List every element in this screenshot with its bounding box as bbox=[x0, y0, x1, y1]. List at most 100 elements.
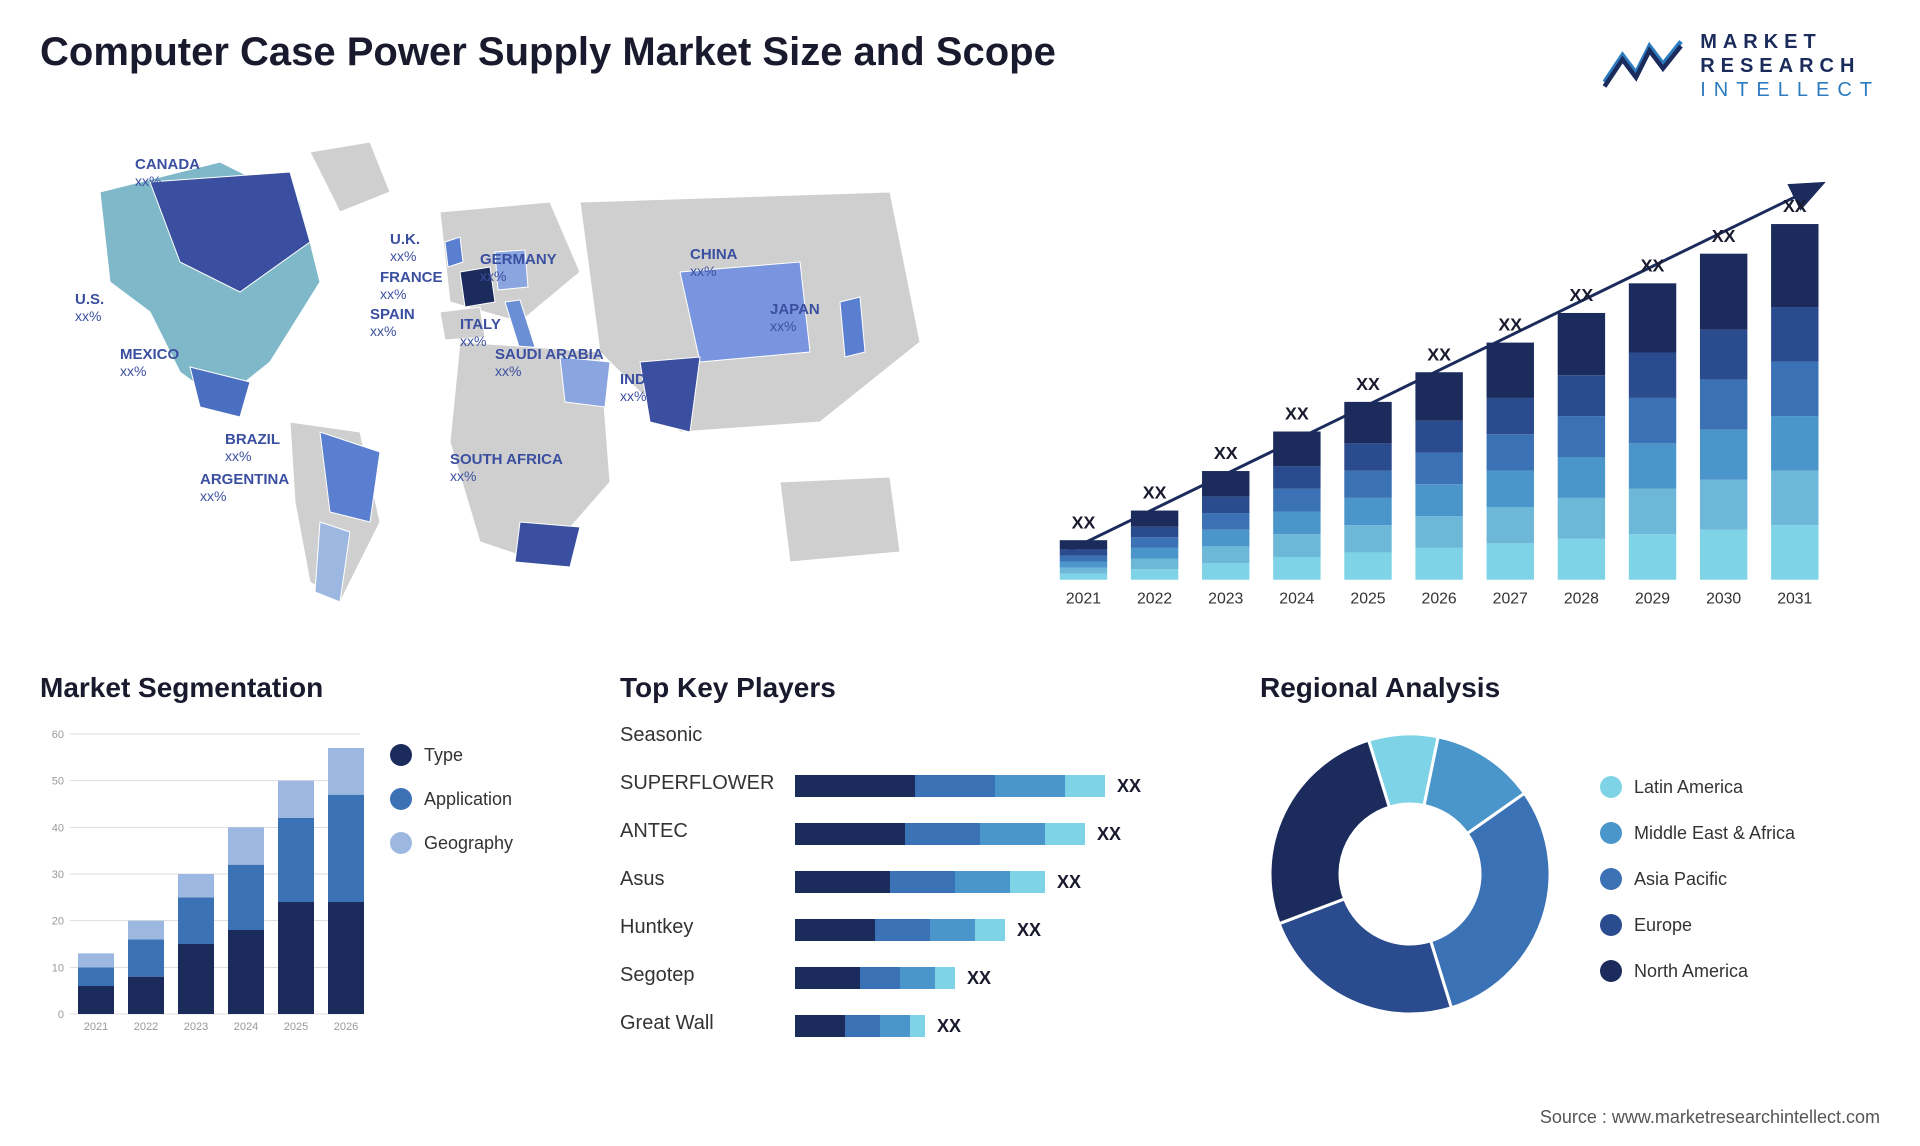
legend-label: Asia Pacific bbox=[1634, 869, 1727, 890]
legend-dot-icon bbox=[1600, 868, 1622, 890]
regional-title: Regional Analysis bbox=[1260, 672, 1880, 704]
logo-text-3: INTELLECT bbox=[1700, 78, 1880, 102]
svg-text:2022: 2022 bbox=[134, 1021, 158, 1033]
player-value: XX bbox=[1017, 920, 1041, 941]
segmentation-panel: Market Segmentation 01020304050602021202… bbox=[40, 672, 580, 1072]
players-bars: XX XX XX XX XX XX bbox=[795, 724, 1220, 1040]
segmentation-title: Market Segmentation bbox=[40, 672, 580, 704]
svg-text:2021: 2021 bbox=[1066, 590, 1101, 607]
player-row: XX bbox=[795, 964, 1220, 992]
svg-text:50: 50 bbox=[52, 776, 64, 788]
brand-logo: MARKET RESEARCH INTELLECT bbox=[1600, 30, 1880, 102]
legend-label: Application bbox=[424, 789, 512, 810]
map-label-canada: CANADAxx% bbox=[135, 157, 200, 189]
map-label-mexico: MEXICOxx% bbox=[120, 347, 179, 379]
svg-text:XX: XX bbox=[1570, 285, 1594, 305]
player-row: XX bbox=[795, 772, 1220, 800]
map-label-brazil: BRAZILxx% bbox=[225, 432, 280, 464]
legend-dot-icon bbox=[1600, 822, 1622, 844]
player-row: XX bbox=[795, 916, 1220, 944]
map-label-india: INDIAxx% bbox=[620, 372, 661, 404]
svg-text:XX: XX bbox=[1712, 226, 1736, 246]
svg-text:XX: XX bbox=[1427, 344, 1451, 364]
svg-text:2027: 2027 bbox=[1493, 590, 1528, 607]
player-value: XX bbox=[937, 1016, 961, 1037]
player-row bbox=[795, 724, 1220, 752]
player-value: XX bbox=[1117, 776, 1141, 797]
svg-text:2021: 2021 bbox=[84, 1021, 108, 1033]
map-label-saudi-arabia: SAUDI ARABIAxx% bbox=[495, 347, 604, 379]
region-legend-latin-america: Latin America bbox=[1600, 776, 1880, 798]
growth-chart-svg: XX2021XX2022XX2023XX2024XX2025XX2026XX20… bbox=[1040, 142, 1860, 642]
player-name-huntkey: Huntkey bbox=[620, 916, 780, 944]
logo-text-2: RESEARCH bbox=[1700, 54, 1880, 78]
legend-dot-icon bbox=[390, 832, 412, 854]
svg-text:2026: 2026 bbox=[334, 1021, 358, 1033]
svg-text:10: 10 bbox=[52, 962, 64, 974]
svg-text:2023: 2023 bbox=[1208, 590, 1243, 607]
player-name-superflower: SUPERFLOWER bbox=[620, 772, 780, 800]
players-title: Top Key Players bbox=[620, 672, 1220, 704]
seg-legend-type: Type bbox=[390, 744, 580, 766]
legend-dot-icon bbox=[1600, 914, 1622, 936]
player-value: XX bbox=[1097, 824, 1121, 845]
svg-text:2023: 2023 bbox=[184, 1021, 208, 1033]
legend-dot-icon bbox=[390, 744, 412, 766]
legend-dot-icon bbox=[1600, 776, 1622, 798]
segmentation-chart-svg: 0102030405060202120222023202420252026 bbox=[40, 724, 370, 1044]
svg-text:XX: XX bbox=[1072, 512, 1096, 532]
player-value: XX bbox=[967, 968, 991, 989]
svg-text:2025: 2025 bbox=[284, 1021, 308, 1033]
svg-text:0: 0 bbox=[58, 1009, 64, 1021]
svg-text:XX: XX bbox=[1285, 404, 1309, 424]
page-title: Computer Case Power Supply Market Size a… bbox=[40, 30, 1056, 75]
seg-legend-application: Application bbox=[390, 788, 580, 810]
donut-chart-svg bbox=[1260, 724, 1560, 1024]
svg-text:XX: XX bbox=[1498, 315, 1522, 335]
map-label-france: FRANCExx% bbox=[380, 270, 443, 302]
logo-text-1: MARKET bbox=[1700, 30, 1880, 54]
svg-text:XX: XX bbox=[1783, 196, 1807, 216]
map-label-u-k-: U.K.xx% bbox=[390, 232, 420, 264]
players-names: SeasonicSUPERFLOWERANTECAsusHuntkeySegot… bbox=[620, 724, 780, 1040]
legend-label: Middle East & Africa bbox=[1634, 823, 1795, 844]
legend-label: Europe bbox=[1634, 915, 1692, 936]
svg-text:2030: 2030 bbox=[1706, 590, 1741, 607]
map-label-spain: SPAINxx% bbox=[370, 307, 415, 339]
regional-legend: Latin America Middle East & Africa Asia Pa… bbox=[1600, 776, 1880, 982]
player-value: XX bbox=[1057, 872, 1081, 893]
svg-text:2025: 2025 bbox=[1350, 590, 1385, 607]
segmentation-legend: Type Application Geography bbox=[390, 724, 580, 1072]
svg-text:20: 20 bbox=[52, 916, 64, 928]
legend-label: Geography bbox=[424, 833, 513, 854]
svg-text:XX: XX bbox=[1143, 483, 1167, 503]
players-panel: Top Key Players SeasonicSUPERFLOWERANTEC… bbox=[620, 672, 1220, 1072]
map-label-germany: GERMANYxx% bbox=[480, 252, 557, 284]
logo-mark-icon bbox=[1600, 34, 1690, 99]
legend-dot-icon bbox=[1600, 960, 1622, 982]
legend-label: Latin America bbox=[1634, 777, 1743, 798]
region-legend-asia-pacific: Asia Pacific bbox=[1600, 868, 1880, 890]
world-map-panel: CANADAxx%U.S.xx%MEXICOxx%BRAZILxx%ARGENT… bbox=[40, 122, 980, 642]
svg-text:60: 60 bbox=[52, 729, 64, 741]
legend-label: North America bbox=[1634, 961, 1748, 982]
player-name-segotep: Segotep bbox=[620, 964, 780, 992]
growth-chart-panel: XX2021XX2022XX2023XX2024XX2025XX2026XX20… bbox=[1020, 122, 1880, 642]
player-name-antec: ANTEC bbox=[620, 820, 780, 848]
svg-text:2028: 2028 bbox=[1564, 590, 1599, 607]
map-label-japan: JAPANxx% bbox=[770, 302, 820, 334]
svg-text:XX: XX bbox=[1214, 443, 1238, 463]
svg-text:2024: 2024 bbox=[234, 1021, 258, 1033]
region-legend-middle-east-africa: Middle East & Africa bbox=[1600, 822, 1880, 844]
map-label-argentina: ARGENTINAxx% bbox=[200, 472, 289, 504]
regional-panel: Regional Analysis Latin America Middle Ea… bbox=[1260, 672, 1880, 1072]
svg-text:40: 40 bbox=[52, 822, 64, 834]
svg-text:2022: 2022 bbox=[1137, 590, 1172, 607]
source-attribution: Source : www.marketresearchintellect.com bbox=[1540, 1107, 1880, 1128]
player-name-asus: Asus bbox=[620, 868, 780, 896]
legend-label: Type bbox=[424, 745, 463, 766]
region-legend-europe: Europe bbox=[1600, 914, 1880, 936]
svg-text:2026: 2026 bbox=[1422, 590, 1457, 607]
map-label-italy: ITALYxx% bbox=[460, 317, 501, 349]
svg-text:2031: 2031 bbox=[1777, 590, 1812, 607]
